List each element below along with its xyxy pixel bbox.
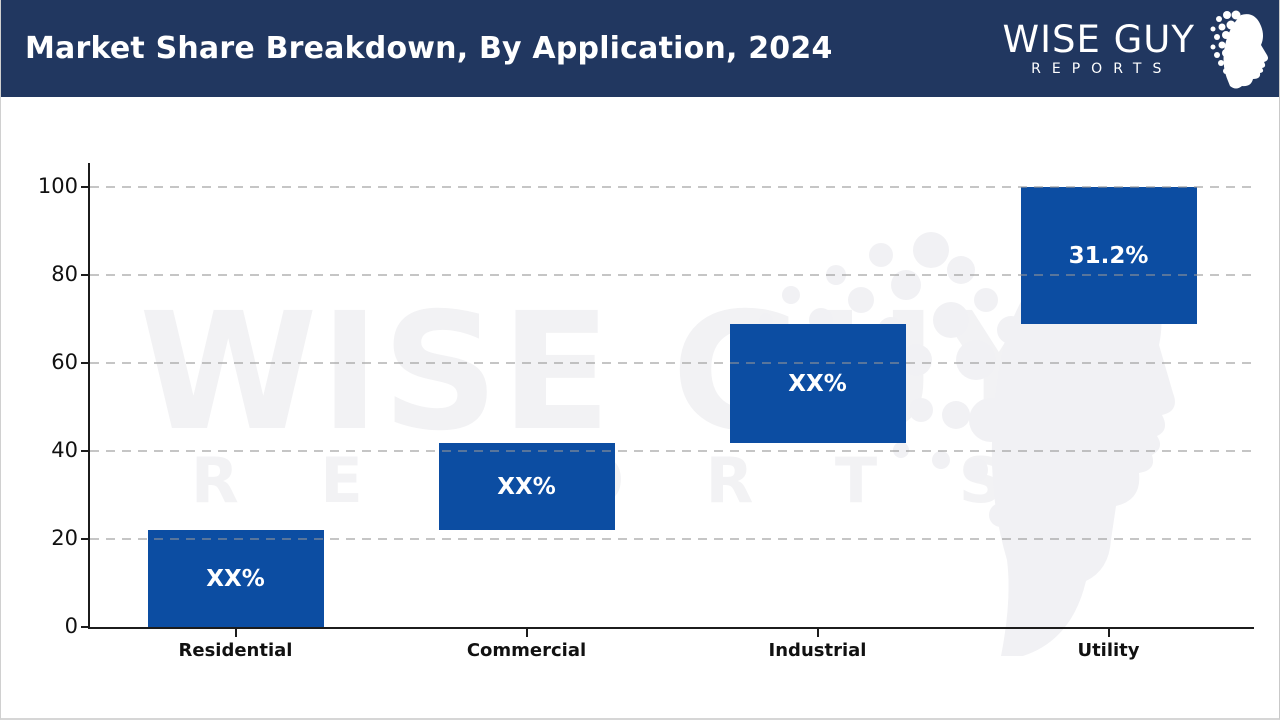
bar-value-label: 31.2% (1068, 242, 1149, 269)
y-tick (81, 274, 89, 277)
y-axis-label-40: 40 (51, 438, 78, 463)
bar-value-label: XX% (788, 370, 847, 397)
x-tick (1107, 629, 1110, 637)
bar-commercial: XX% (438, 443, 615, 531)
bar-industrial: XX% (729, 324, 906, 444)
watermark-wordmark: WISE GUY (139, 279, 1060, 467)
gridline-60 (90, 362, 1254, 365)
x-axis-spine (88, 627, 1254, 629)
x-tick (525, 629, 528, 637)
x-axis-label-industrial: Industrial (768, 640, 867, 661)
gridline-100 (90, 186, 1254, 189)
x-tick (816, 629, 819, 637)
y-tick (81, 362, 89, 365)
x-axis-label-utility: Utility (1077, 640, 1140, 661)
bar-value-label: XX% (206, 565, 265, 592)
wise-guy-reports-logo: WISE GUY REPORTS (1003, 7, 1271, 91)
y-tick (81, 626, 89, 628)
y-axis-label-100: 100 (37, 174, 78, 199)
bar-value-label: XX% (497, 473, 556, 500)
y-axis-label-20: 20 (51, 526, 78, 551)
gridline-80 (90, 274, 1254, 277)
logo-face-icon (1210, 10, 1268, 88)
logo-reports-text: REPORTS (1031, 60, 1173, 77)
page-title: Market Share Breakdown, By Application, … (25, 31, 833, 66)
logo-wise-guy-text: WISE GUY (1002, 17, 1195, 61)
y-tick (81, 186, 89, 189)
y-tick (81, 450, 89, 453)
y-axis-spine (88, 163, 90, 629)
y-axis-label-60: 60 (51, 350, 78, 375)
y-axis-label-0: 0 (64, 614, 78, 638)
bar-residential: XX% (147, 530, 324, 627)
x-tick (234, 629, 237, 637)
x-axis-label-commercial: Commercial (466, 640, 587, 661)
bar-utility: 31.2% (1020, 187, 1197, 325)
gridline-20 (90, 538, 1254, 541)
x-axis-label-residential: Residential (178, 640, 293, 661)
logo-wordmark: WISE GUY REPORTS (1003, 21, 1195, 77)
y-tick (81, 538, 89, 541)
header-band: Market Share Breakdown, By Application, … (1, 0, 1279, 97)
gridline-40 (90, 450, 1254, 453)
y-axis-label-80: 80 (51, 262, 78, 287)
